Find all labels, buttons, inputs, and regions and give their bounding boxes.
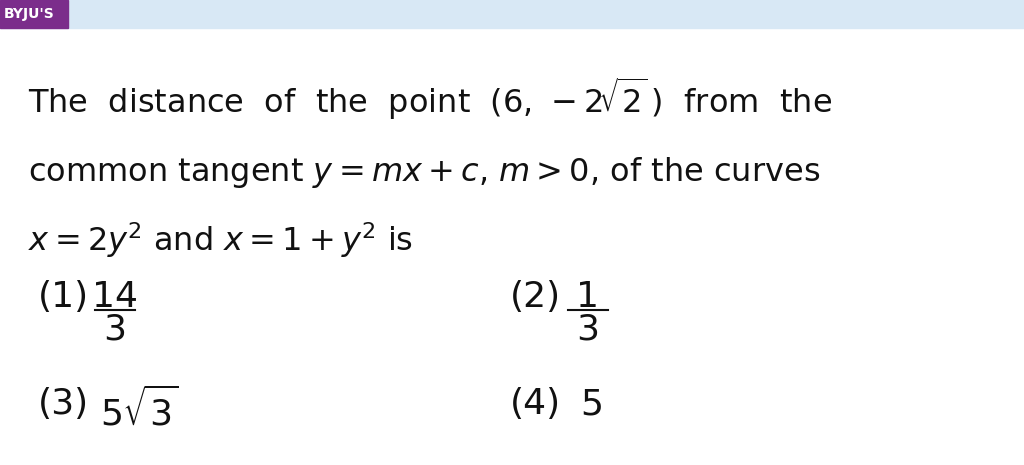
Text: (1): (1) (38, 280, 89, 314)
Bar (0, 0, 1024, 28)
Text: (4): (4) (510, 387, 561, 421)
Text: $5\sqrt{3}$: $5\sqrt{3}$ (100, 387, 179, 432)
Text: 3: 3 (103, 313, 127, 347)
Text: 5: 5 (580, 387, 603, 421)
Text: (2): (2) (510, 280, 561, 314)
Text: 3: 3 (577, 313, 599, 347)
Bar (0, 0, 68, 28)
Text: 14: 14 (92, 280, 138, 314)
Text: (3): (3) (38, 387, 89, 421)
Text: The  distance  of  the  point  $(6,\,-2\!\sqrt{2}\,)$  from  the: The distance of the point $(6,\,-2\!\sqr… (28, 75, 833, 122)
Text: BYJU'S: BYJU'S (4, 7, 54, 21)
Text: $x = 2y^2$ and $x = 1 + y^2$ is: $x = 2y^2$ and $x = 1 + y^2$ is (28, 220, 413, 259)
Text: common tangent $y = mx + c$, $m > 0$, of the curves: common tangent $y = mx + c$, $m > 0$, of… (28, 155, 820, 190)
Text: 1: 1 (577, 280, 599, 314)
